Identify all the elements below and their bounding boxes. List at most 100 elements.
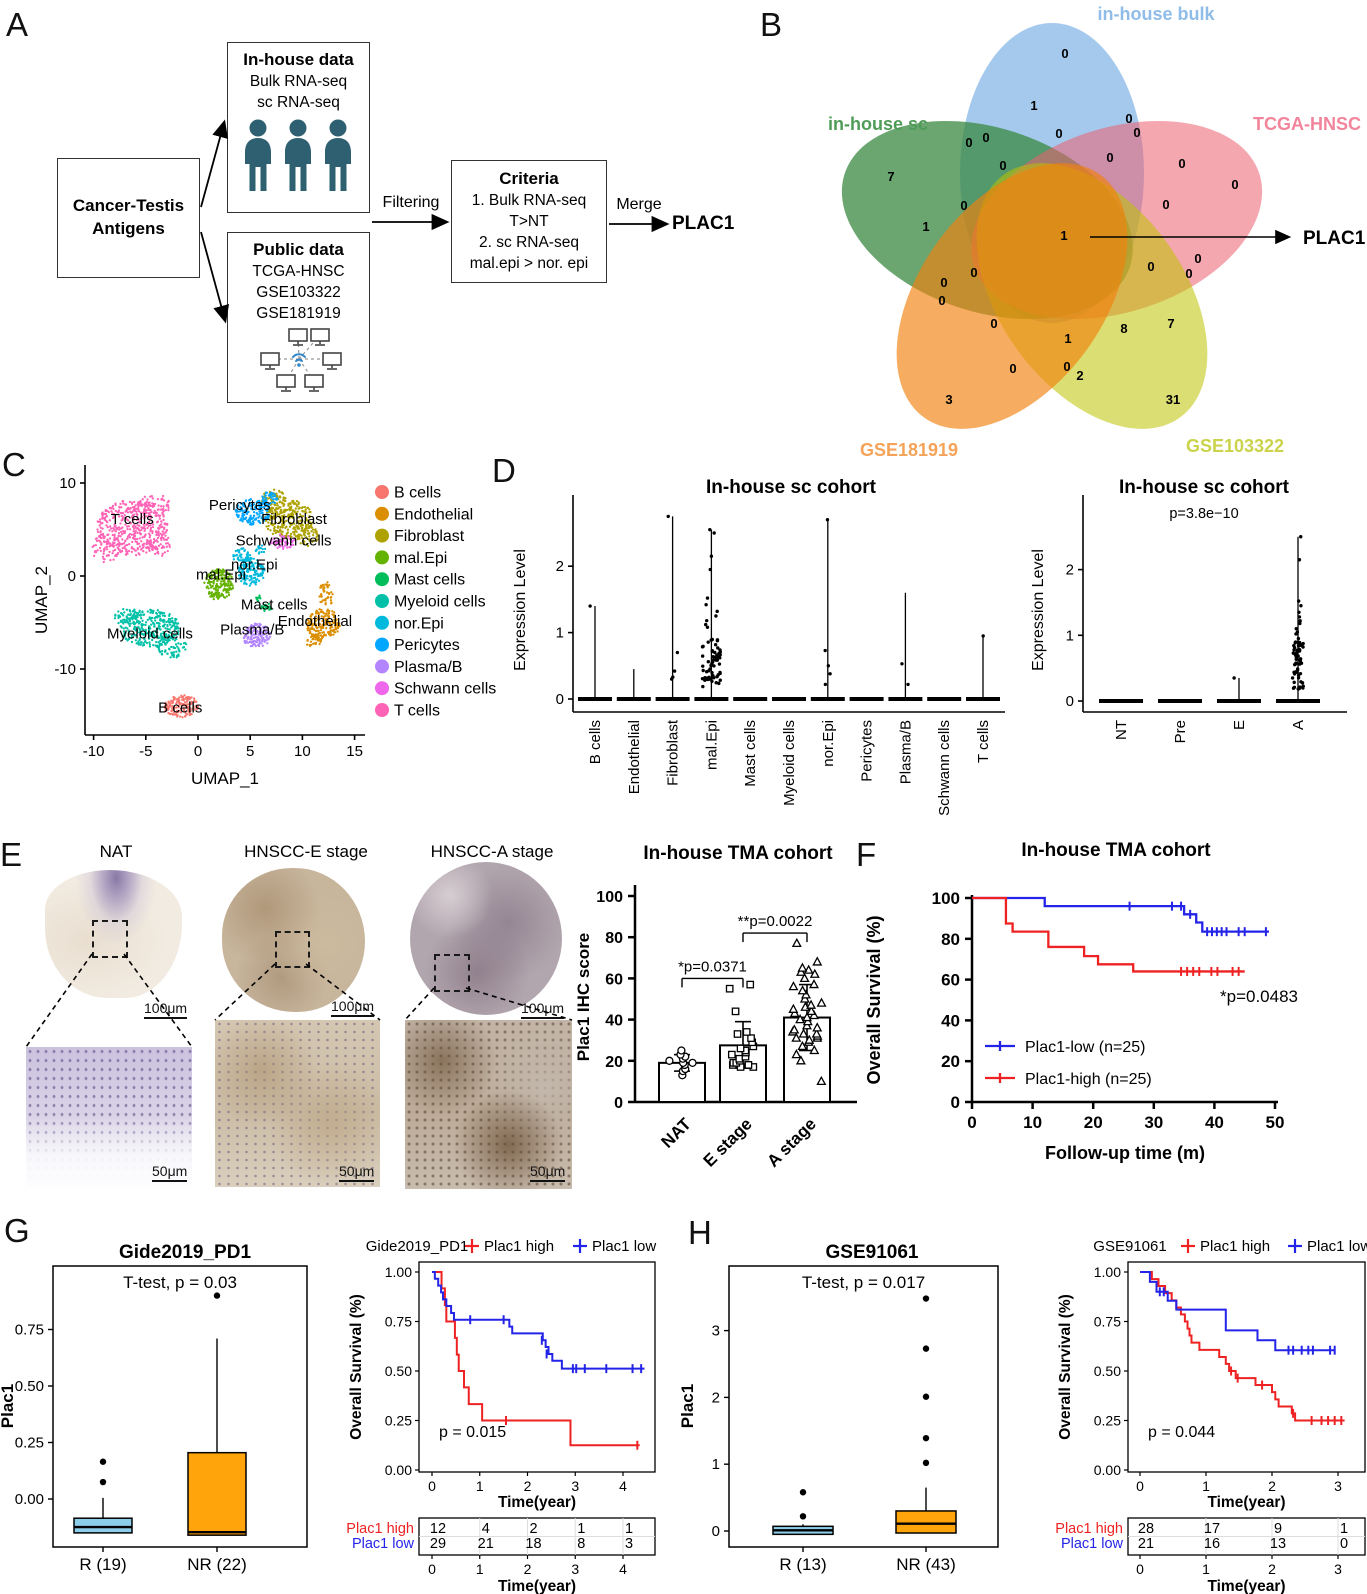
ihc-header-e-stage: HNSCC-E stage [244, 842, 368, 861]
svg-text:1.00: 1.00 [385, 1264, 412, 1280]
svg-text:0: 0 [1136, 1478, 1144, 1494]
svg-text:15: 15 [346, 743, 363, 760]
svg-text:B cells: B cells [158, 700, 202, 717]
svg-text:80: 80 [605, 930, 623, 947]
svg-text:Schwann cells: Schwann cells [236, 532, 332, 549]
svg-text:Pericytes: Pericytes [394, 637, 460, 654]
svg-text:Fibroblast: Fibroblast [261, 511, 328, 528]
svg-text:1: 1 [1060, 228, 1067, 243]
svg-text:0.25: 0.25 [385, 1413, 412, 1429]
svg-text:1: 1 [922, 219, 929, 234]
svg-text:GSE103322: GSE103322 [1186, 436, 1284, 456]
svg-text:Mast cells: Mast cells [742, 720, 759, 787]
svg-text:1: 1 [1202, 1478, 1210, 1494]
svg-text:13: 13 [1270, 1536, 1286, 1552]
svg-text:0.25: 0.25 [1094, 1413, 1121, 1429]
svg-text:T-test, p = 0.03: T-test, p = 0.03 [123, 1273, 237, 1292]
svg-text:-10: -10 [54, 661, 76, 678]
scalebar-e-100um: 100μm [331, 998, 375, 1017]
svg-text:2: 2 [529, 1521, 537, 1537]
svg-text:0: 0 [1125, 111, 1132, 126]
svg-text:2: 2 [1268, 1561, 1276, 1577]
svg-text:0: 0 [68, 568, 76, 585]
svg-text:mal.Epi: mal.Epi [394, 550, 447, 567]
svg-text:Plac1 low: Plac1 low [1307, 1238, 1367, 1255]
criteria-line1: 1. Bulk RNA-seq [471, 192, 587, 210]
merge-label: Merge [616, 196, 662, 213]
umap-plot: 10 0 -10 -10 -5 0 5 10 15 UMAP_1 UMAP_2 T cells Peri… [32, 465, 496, 788]
svg-text:0.25: 0.25 [15, 1435, 44, 1452]
km-plot-tma: 0 20 40 60 80 100 0 10 20 30 40 50 Follow-up time (m… [864, 889, 1298, 1163]
svg-text:T cells: T cells [394, 703, 440, 720]
svg-text:60: 60 [941, 971, 960, 990]
plac1-result-label: PLAC1 [672, 213, 735, 234]
svg-text:2: 2 [1066, 562, 1074, 579]
svg-text:0: 0 [1055, 126, 1062, 141]
svg-text:Plac1 low: Plac1 low [1061, 1536, 1124, 1552]
violin-plot-stages: 0 1 2 Expression Level NT Pre E A [1030, 495, 1347, 743]
panel-label-e: E [0, 836, 23, 873]
gide-km-plot: Gide2019_PD1 Plac1 high Plac1 low1.000.750… [346, 1238, 656, 1594]
svg-text:1.00: 1.00 [1094, 1264, 1121, 1280]
public-data-box: Public data TCGA-HNSC GSE103322 GSE18191… [227, 232, 370, 403]
criteria-line4: mal.epi > nor. epi [469, 254, 589, 272]
svg-text:30: 30 [1144, 1113, 1163, 1132]
svg-text:3: 3 [1334, 1561, 1342, 1577]
svg-text:1: 1 [1202, 1561, 1210, 1577]
svg-text:1: 1 [625, 1521, 633, 1537]
svg-text:2: 2 [712, 1389, 720, 1406]
svg-text:0: 0 [1162, 197, 1169, 212]
svg-text:20: 20 [605, 1054, 623, 1071]
scalebar-a-50um: 50μm [530, 1163, 566, 1182]
svg-text:21: 21 [478, 1536, 494, 1552]
svg-text:1: 1 [1064, 331, 1071, 346]
svg-text:0: 0 [970, 265, 977, 280]
svg-text:0: 0 [1147, 259, 1154, 274]
svg-text:40: 40 [941, 1011, 960, 1030]
svg-text:3: 3 [571, 1561, 579, 1577]
svg-text:Plasma/B: Plasma/B [220, 622, 284, 639]
svg-text:0: 0 [614, 1095, 623, 1112]
svg-text:PLAC1: PLAC1 [1303, 228, 1366, 249]
svg-text:2: 2 [556, 558, 564, 575]
svg-text:8: 8 [1120, 321, 1127, 336]
tma-chart-title: In-house TMA cohort [643, 843, 833, 864]
svg-text:0: 0 [960, 198, 967, 213]
svg-text:-5: -5 [139, 743, 152, 760]
violin-right-title: In-house sc cohort [1119, 477, 1289, 498]
svg-text:A stage: A stage [763, 1114, 819, 1170]
svg-text:0: 0 [556, 691, 564, 708]
svg-text:0: 0 [940, 275, 947, 290]
panel-label-h: H [688, 1214, 712, 1251]
svg-text:R (13): R (13) [779, 1555, 826, 1574]
ihc-image-a-stage-high-mag [405, 1020, 572, 1189]
violin-left-title: In-house sc cohort [706, 477, 876, 498]
svg-text:1: 1 [1340, 1521, 1348, 1537]
svg-text:Endothelial: Endothelial [278, 613, 352, 630]
ihc-header-nat: NAT [99, 842, 133, 861]
criteria-line3: 2. sc RNA-seq [479, 233, 579, 251]
inhouse-title: In-house data [243, 50, 354, 69]
violin-right-pvalue: p=3.8e−10 [1169, 506, 1239, 522]
svg-text:0.75: 0.75 [385, 1314, 412, 1330]
svg-text:Overall Survival (%): Overall Survival (%) [1057, 1294, 1074, 1440]
panel-label-d: D [492, 452, 516, 489]
svg-text:in-house sc: in-house sc [828, 114, 928, 134]
svg-text:20: 20 [1084, 1113, 1103, 1132]
svg-text:100: 100 [596, 889, 623, 906]
svg-text:*p=0.0483: *p=0.0483 [1220, 987, 1298, 1006]
inhouse-line1: Bulk RNA-seq [249, 72, 348, 90]
svg-text:0: 0 [951, 1093, 960, 1112]
svg-text:0: 0 [938, 293, 945, 308]
svg-text:Overall Survival (%): Overall Survival (%) [864, 915, 884, 1084]
cancer-testis-antigens-box: Cancer-Testis Antigens [57, 158, 200, 278]
svg-text:E stage: E stage [700, 1114, 756, 1170]
svg-text:Time(year): Time(year) [1207, 1578, 1285, 1594]
svg-text:3: 3 [1334, 1478, 1342, 1494]
svg-text:0: 0 [1136, 1561, 1144, 1577]
network-icon [259, 327, 342, 392]
svg-text:100: 100 [932, 889, 960, 908]
svg-text:in-house bulk: in-house bulk [1098, 4, 1216, 24]
